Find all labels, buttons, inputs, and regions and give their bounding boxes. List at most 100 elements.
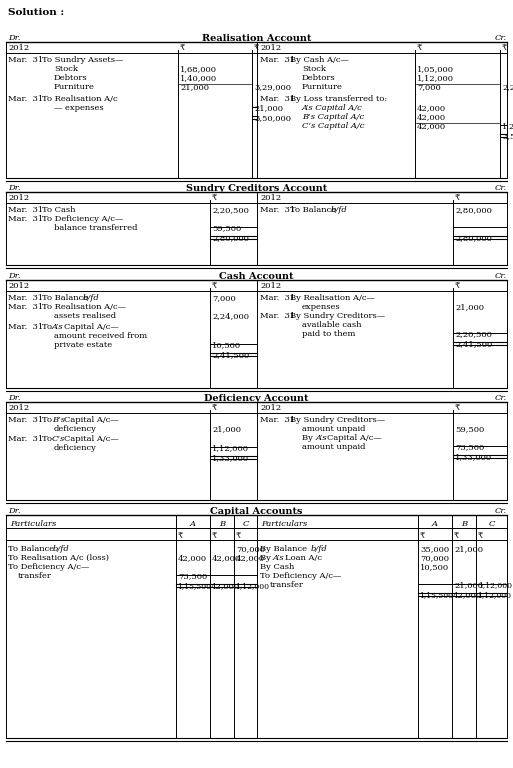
- Text: 2,20,500: 2,20,500: [212, 206, 249, 214]
- Text: Cr.: Cr.: [495, 507, 507, 515]
- Text: By: By: [260, 554, 273, 562]
- Text: 1,33,000: 1,33,000: [455, 453, 492, 461]
- Text: paid to them: paid to them: [302, 330, 356, 338]
- Text: 21,000: 21,000: [212, 425, 241, 433]
- Text: Debtors: Debtors: [302, 74, 336, 82]
- Text: To: To: [42, 416, 54, 424]
- Text: available cash: available cash: [302, 321, 362, 329]
- Text: Mar.  31: Mar. 31: [260, 312, 295, 320]
- Text: A’s: A’s: [273, 554, 285, 562]
- Text: Realisation Account: Realisation Account: [202, 34, 311, 43]
- Text: Cr.: Cr.: [495, 184, 507, 192]
- Text: 59,500: 59,500: [455, 425, 484, 433]
- Text: B: B: [461, 520, 467, 528]
- Text: Mar.  31: Mar. 31: [8, 56, 43, 64]
- Text: — expenses: — expenses: [54, 104, 104, 112]
- Text: 7,000: 7,000: [212, 294, 236, 302]
- Text: Mar.  31: Mar. 31: [260, 294, 295, 302]
- Text: Particulars: Particulars: [261, 520, 307, 528]
- Text: 2,24,000: 2,24,000: [502, 83, 513, 91]
- Text: 1,33,000: 1,33,000: [212, 454, 249, 462]
- Text: To Balance: To Balance: [290, 206, 339, 214]
- Text: ₹: ₹: [212, 194, 218, 202]
- Text: amount unpaid: amount unpaid: [302, 443, 365, 451]
- Text: 1,15,500: 1,15,500: [177, 582, 211, 590]
- Text: To Realisation A/c (loss): To Realisation A/c (loss): [8, 554, 109, 562]
- Text: Capital A/c—: Capital A/c—: [64, 323, 119, 331]
- Text: 3,50,000: 3,50,000: [502, 132, 513, 140]
- Text: 42,000: 42,000: [236, 554, 265, 562]
- Text: 3,29,000: 3,29,000: [254, 83, 291, 91]
- Text: ₹: ₹: [254, 44, 260, 52]
- Text: expenses: expenses: [302, 303, 341, 311]
- Text: To Deficiency A/c—: To Deficiency A/c—: [42, 215, 123, 223]
- Text: 2012: 2012: [8, 404, 29, 412]
- Text: 42,000: 42,000: [178, 554, 207, 562]
- Text: By: By: [302, 434, 315, 442]
- Text: 70,000: 70,000: [236, 545, 265, 553]
- Text: ₹: ₹: [455, 404, 460, 412]
- Text: ₹: ₹: [212, 282, 218, 290]
- Text: 2012: 2012: [8, 282, 29, 290]
- Text: A’s: A’s: [316, 434, 328, 442]
- Text: To Deficiency A/c—: To Deficiency A/c—: [260, 572, 341, 580]
- Text: 3,50,000: 3,50,000: [254, 114, 291, 122]
- Text: Deficiency Account: Deficiency Account: [204, 394, 309, 403]
- Text: 42,000: 42,000: [212, 554, 241, 562]
- Text: Mar.  31: Mar. 31: [8, 323, 43, 331]
- Text: Dr.: Dr.: [8, 34, 21, 42]
- Text: private estate: private estate: [54, 341, 112, 349]
- Text: To Balance: To Balance: [42, 294, 91, 302]
- Text: 21,000: 21,000: [254, 104, 283, 112]
- Text: 1,12,000: 1,12,000: [477, 591, 511, 599]
- Text: Mar.  31: Mar. 31: [8, 206, 43, 214]
- Text: transfer: transfer: [18, 572, 52, 580]
- Text: deficiency: deficiency: [54, 444, 97, 452]
- Text: ₹: ₹: [478, 532, 483, 540]
- Text: 1,26,000: 1,26,000: [502, 122, 513, 130]
- Text: C: C: [242, 520, 249, 528]
- Text: ₹: ₹: [417, 44, 422, 52]
- Text: C’s: C’s: [52, 435, 65, 443]
- Text: Cash Account: Cash Account: [219, 272, 294, 281]
- Text: Mar.  31: Mar. 31: [260, 206, 295, 214]
- Text: 59,500: 59,500: [212, 224, 241, 232]
- Text: A: A: [190, 520, 196, 528]
- Text: b/fd: b/fd: [53, 545, 70, 553]
- Text: Cr.: Cr.: [495, 272, 507, 280]
- Text: Furniture: Furniture: [302, 83, 343, 91]
- Text: Mar.  31: Mar. 31: [260, 416, 295, 424]
- Text: Cr.: Cr.: [495, 394, 507, 402]
- Text: ₹: ₹: [455, 282, 460, 290]
- Text: Dr.: Dr.: [8, 507, 21, 515]
- Text: B: B: [219, 520, 225, 528]
- Text: To Balance: To Balance: [8, 545, 57, 553]
- Text: Solution :: Solution :: [8, 8, 64, 17]
- Text: 2,41,500: 2,41,500: [455, 340, 492, 348]
- Text: To Realisation A/c—: To Realisation A/c—: [42, 303, 126, 311]
- Text: 1,12,000: 1,12,000: [212, 444, 249, 452]
- Text: Mar.  31: Mar. 31: [260, 56, 295, 64]
- Text: 42,000: 42,000: [211, 582, 240, 590]
- Text: amount received from: amount received from: [54, 332, 147, 340]
- Text: ₹: ₹: [455, 194, 460, 202]
- Text: Loan A/c: Loan A/c: [285, 554, 322, 562]
- Text: Mar.  31: Mar. 31: [8, 303, 43, 311]
- Text: Mar.  31: Mar. 31: [260, 95, 295, 103]
- Text: A’s: A’s: [52, 323, 64, 331]
- Text: 2012: 2012: [8, 194, 29, 202]
- Text: deficiency: deficiency: [54, 425, 97, 433]
- Text: 42,000: 42,000: [417, 122, 446, 130]
- Text: 70,000: 70,000: [420, 554, 449, 562]
- Text: Mar.  31: Mar. 31: [8, 294, 43, 302]
- Text: ₹: ₹: [236, 532, 242, 540]
- Text: 7,000: 7,000: [417, 83, 441, 91]
- Text: Debtors: Debtors: [54, 74, 88, 82]
- Text: Capital A/c—: Capital A/c—: [64, 416, 119, 424]
- Text: 73,500: 73,500: [178, 572, 207, 580]
- Text: Mar.  31: Mar. 31: [8, 215, 43, 223]
- Text: 2012: 2012: [260, 44, 281, 52]
- Text: Mar.  31: Mar. 31: [8, 435, 43, 443]
- Text: 2012: 2012: [8, 44, 29, 52]
- Text: balance transferred: balance transferred: [54, 224, 137, 232]
